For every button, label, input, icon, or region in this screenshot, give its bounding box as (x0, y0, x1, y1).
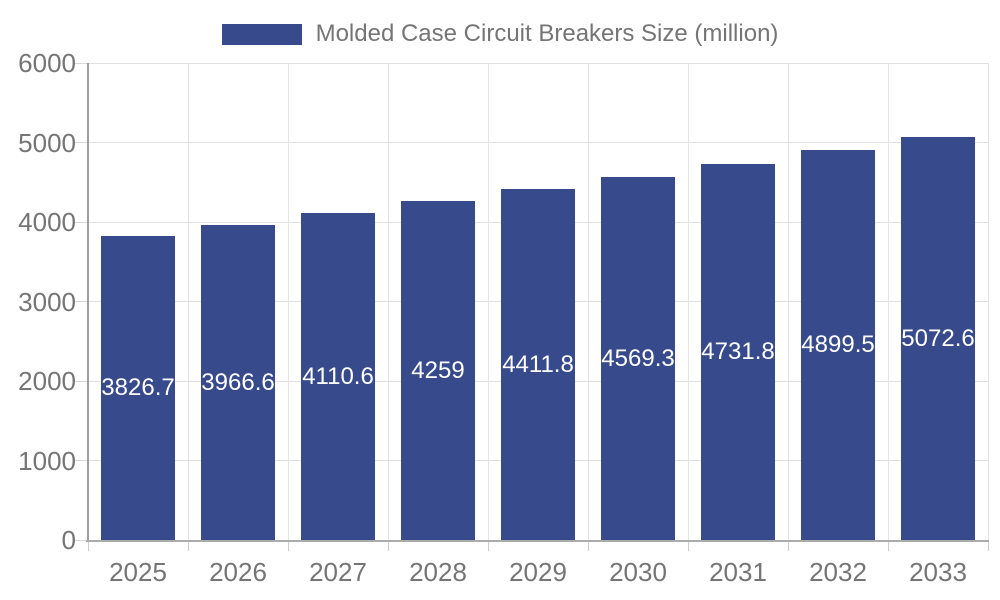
v-gridline (687, 63, 689, 540)
x-tick-label: 2033 (909, 557, 967, 587)
x-axis-tick (587, 542, 589, 551)
bar: 4899.5 (801, 150, 875, 540)
x-tick-label: 2028 (409, 557, 467, 587)
x-tick-label: 2025 (109, 557, 167, 587)
bar-value-label: 3826.7 (101, 374, 175, 401)
x-tick-label: 2026 (209, 557, 267, 587)
y-axis-line (87, 63, 89, 542)
y-axis-tick (74, 221, 87, 223)
x-tick-label: 2029 (509, 557, 567, 587)
x-tick-label: 2030 (609, 557, 667, 587)
bar-value-label: 4411.8 (502, 350, 574, 378)
h-gridline (88, 142, 988, 143)
y-tick-label: 5000 (18, 127, 76, 158)
y-axis-tick (74, 62, 87, 64)
plot-area: 3826.7 3966.6 4110.6 4259 4411.8 4569.3 4731.8… (74, 62, 989, 551)
x-axis-line (86, 540, 989, 542)
v-gridline (287, 63, 289, 540)
h-gridline (88, 62, 988, 64)
bar: 4411.8 (501, 189, 575, 540)
v-gridline (787, 63, 789, 540)
v-gridline (887, 63, 889, 540)
bar: 4731.8 (701, 164, 775, 540)
y-axis-tick (74, 539, 87, 541)
bar: 4259 (401, 201, 475, 540)
x-axis-tick (487, 542, 489, 551)
x-axis-tick (87, 542, 89, 551)
y-tick-label: 2000 (18, 366, 76, 396)
x-axis-tick (787, 542, 789, 551)
x-axis-tick (187, 542, 189, 551)
bar: 4110.6 (301, 213, 375, 540)
x-axis-tick (287, 542, 289, 551)
y-axis-tick (74, 142, 87, 143)
bar-value-label: 4569.3 (601, 344, 675, 372)
y-axis-tick (74, 301, 87, 302)
bar-value-label: 4110.6 (302, 362, 374, 390)
y-tick-label: 0 (61, 525, 76, 555)
v-gridline (487, 63, 489, 540)
v-gridline (987, 63, 989, 540)
y-axis-tick (74, 460, 87, 461)
y-tick-label: 3000 (18, 286, 76, 317)
x-tick-label: 2032 (809, 557, 867, 587)
bar-value-label: 3966.6 (201, 368, 275, 396)
x-tick-label: 2027 (309, 557, 367, 587)
y-tick-label: 6000 (18, 48, 76, 78)
bar: 3966.6 (201, 225, 275, 540)
bar-value-label: 4259 (411, 356, 465, 384)
legend-label: Molded Case Circuit Breakers Size (milli… (315, 20, 779, 47)
x-axis-tick (987, 542, 989, 551)
y-axis-tick (74, 380, 87, 382)
y-tick-label: 4000 (18, 207, 76, 237)
x-axis-tick (687, 542, 689, 551)
bar: 5072.6 (901, 137, 975, 540)
bar: 4569.3 (601, 177, 675, 540)
bar-value-label: 5072.6 (901, 324, 975, 352)
v-gridline (187, 63, 189, 540)
legend: Molded Case Circuit Breakers Size (milli… (0, 20, 1000, 48)
bar-value-label: 4731.8 (701, 338, 775, 365)
bar-value-label: 4899.5 (801, 331, 875, 358)
y-tick-label: 1000 (18, 445, 76, 476)
bar: 3826.7 (101, 236, 175, 540)
v-gridline (387, 63, 389, 540)
x-axis-tick (887, 542, 889, 551)
legend-swatch (221, 23, 302, 45)
x-tick-label: 2031 (709, 557, 767, 587)
v-gridline (587, 63, 589, 540)
x-axis-tick (387, 542, 389, 551)
